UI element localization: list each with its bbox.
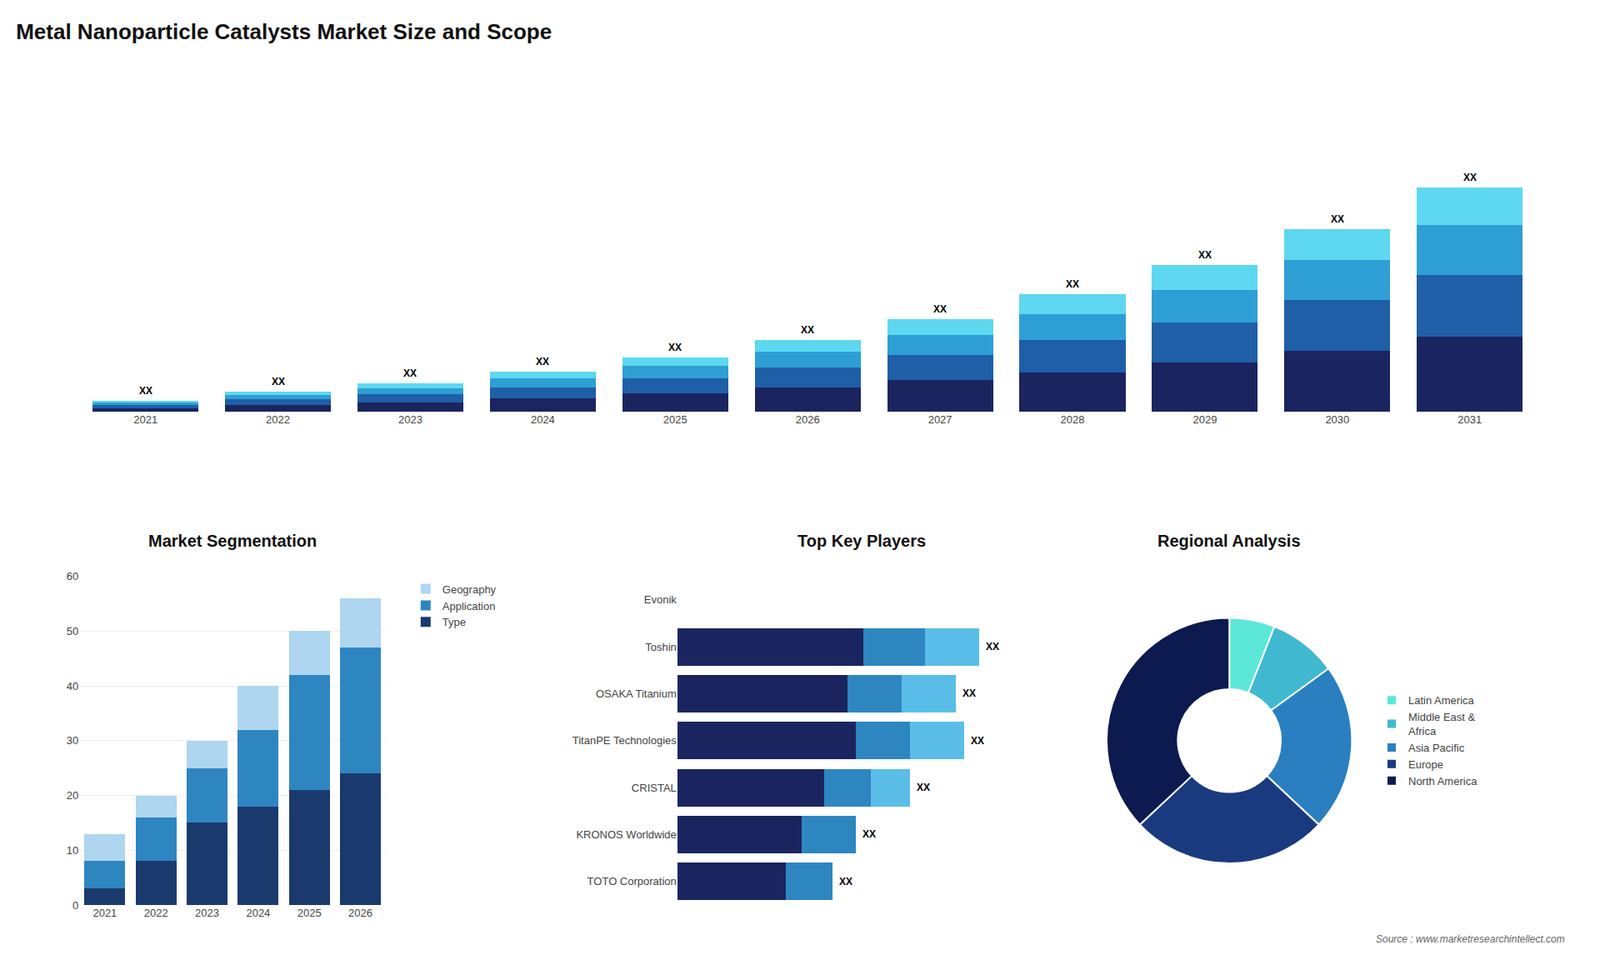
svg-text:2030: 2030 xyxy=(1325,413,1350,426)
svg-text:20: 20 xyxy=(66,789,79,802)
svg-text:XX: XX xyxy=(800,324,815,336)
svg-text:2026: 2026 xyxy=(795,413,820,426)
svg-text:Toshin: Toshin xyxy=(645,640,677,654)
svg-text:2022: 2022 xyxy=(144,906,169,920)
svg-text:North America: North America xyxy=(1408,775,1478,788)
svg-text:XX: XX xyxy=(1198,249,1212,261)
svg-text:2025: 2025 xyxy=(297,906,322,920)
svg-text:2023: 2023 xyxy=(398,413,423,426)
svg-text:2028: 2028 xyxy=(1060,413,1085,426)
svg-text:XX: XX xyxy=(933,303,947,315)
svg-text:XX: XX xyxy=(535,355,550,368)
svg-text:XX: XX xyxy=(839,875,853,888)
svg-text:40: 40 xyxy=(66,680,79,693)
svg-text:KRONOS Worldwide: KRONOS Worldwide xyxy=(575,828,676,841)
svg-text:XX: XX xyxy=(403,367,417,380)
svg-text:2025: 2025 xyxy=(663,413,688,426)
svg-text:2021: 2021 xyxy=(133,413,158,426)
svg-text:Market Segmentation: Market Segmentation xyxy=(148,531,317,550)
svg-text:XX: XX xyxy=(970,735,985,747)
svg-text:10: 10 xyxy=(66,844,79,857)
svg-text:2026: 2026 xyxy=(348,906,373,920)
svg-text:XX: XX xyxy=(139,385,153,397)
svg-text:TitanPE Technologies: TitanPE Technologies xyxy=(572,734,678,747)
svg-text:XX: XX xyxy=(1463,171,1477,184)
svg-text:CRISTAL: CRISTAL xyxy=(631,781,677,795)
svg-text:Type: Type xyxy=(442,615,466,629)
svg-text:2024: 2024 xyxy=(245,906,270,920)
svg-text:XX: XX xyxy=(916,781,930,794)
svg-text:Geography: Geography xyxy=(442,583,497,596)
svg-text:60: 60 xyxy=(66,570,79,583)
svg-text:2027: 2027 xyxy=(928,413,953,426)
svg-text:XX: XX xyxy=(668,341,682,354)
svg-text:2022: 2022 xyxy=(265,413,290,426)
svg-text:Middle East &Africa: Middle East &Africa xyxy=(1408,710,1476,738)
svg-text:2024: 2024 xyxy=(530,413,555,426)
svg-text:Europe: Europe xyxy=(1408,758,1444,771)
svg-text:2021: 2021 xyxy=(92,906,117,920)
svg-text:XX: XX xyxy=(271,375,285,388)
svg-text:Top Key Players: Top Key Players xyxy=(797,531,926,550)
svg-text:XX: XX xyxy=(985,640,1000,653)
svg-text:2023: 2023 xyxy=(195,906,220,920)
svg-text:Evonik: Evonik xyxy=(644,593,678,606)
svg-text:2031: 2031 xyxy=(1457,413,1482,426)
svg-text:0: 0 xyxy=(72,899,79,912)
svg-text:Metal Nanoparticle Catalysts M: Metal Nanoparticle Catalysts Market Size… xyxy=(15,19,552,45)
svg-text:XX: XX xyxy=(862,828,876,840)
svg-text:Latin America: Latin America xyxy=(1408,694,1475,707)
svg-text:XX: XX xyxy=(1330,213,1345,225)
svg-text:Application: Application xyxy=(442,600,496,613)
svg-text:XX: XX xyxy=(1065,278,1080,290)
svg-text:30: 30 xyxy=(66,734,79,747)
svg-text:Regional Analysis: Regional Analysis xyxy=(1157,531,1301,550)
svg-text:Asia Pacific: Asia Pacific xyxy=(1408,741,1465,755)
svg-text:Source : www.marketresearchint: Source : www.marketresearchintellect.com xyxy=(1375,933,1565,945)
svg-text:OSAKA Titanium: OSAKA Titanium xyxy=(595,687,677,700)
svg-text:XX: XX xyxy=(962,687,976,700)
svg-text:2029: 2029 xyxy=(1192,413,1217,426)
svg-text:50: 50 xyxy=(66,625,79,638)
svg-text:TOTO Corporation: TOTO Corporation xyxy=(587,875,677,888)
